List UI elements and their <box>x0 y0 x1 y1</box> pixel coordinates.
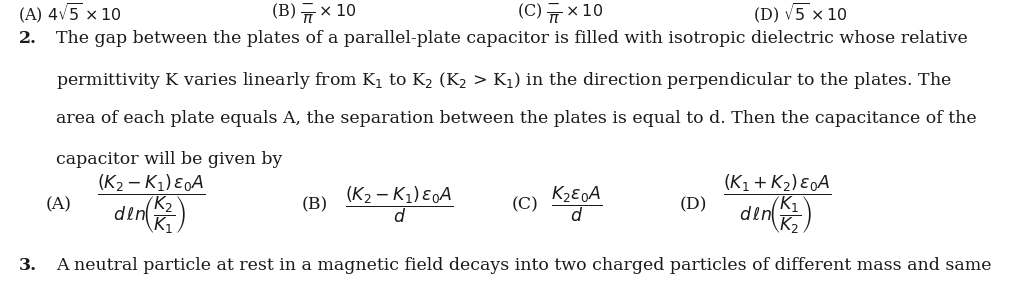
Text: (C): (C) <box>512 196 539 213</box>
Text: (A): (A) <box>46 196 72 213</box>
Text: A neutral particle at rest in a magnetic field decays into two charged particles: A neutral particle at rest in a magnetic… <box>56 257 992 274</box>
Text: (B): (B) <box>302 196 329 213</box>
Text: The gap between the plates of a parallel-plate capacitor is filled with isotropi: The gap between the plates of a parallel… <box>56 30 968 48</box>
Text: 3.: 3. <box>18 257 37 274</box>
Text: area of each plate equals A, the separation between the plates is equal to d. Th: area of each plate equals A, the separat… <box>56 110 977 128</box>
Text: $\dfrac{K_2\varepsilon_0 A}{d}$: $\dfrac{K_2\varepsilon_0 A}{d}$ <box>551 185 602 224</box>
Text: (D) $\sqrt{5} \times 10$: (D) $\sqrt{5} \times 10$ <box>753 1 848 26</box>
Text: $\dfrac{(K_1 + K_2)\,\varepsilon_0 A}{d\,\ell n\!\left(\dfrac{K_1}{K_2}\right)}$: $\dfrac{(K_1 + K_2)\,\varepsilon_0 A}{d\… <box>723 173 831 236</box>
Text: (C) $\dfrac{-}{\pi} \times 10$: (C) $\dfrac{-}{\pi} \times 10$ <box>517 1 603 26</box>
Text: permittivity K varies linearly from K$_1$ to K$_2$ (K$_2$ > K$_1$) in the direct: permittivity K varies linearly from K$_1… <box>56 70 952 91</box>
Text: capacitor will be given by: capacitor will be given by <box>56 151 283 168</box>
Text: (B) $\dfrac{-}{\pi} \times 10$: (B) $\dfrac{-}{\pi} \times 10$ <box>271 1 357 26</box>
Text: 2.: 2. <box>18 30 37 48</box>
Text: $\dfrac{(K_2 - K_1)\,\varepsilon_0 A}{d\,\ell n\!\left(\dfrac{K_2}{K_1}\right)}$: $\dfrac{(K_2 - K_1)\,\varepsilon_0 A}{d\… <box>97 173 206 236</box>
Text: $\dfrac{(K_2 - K_1)\,\varepsilon_0 A}{d}$: $\dfrac{(K_2 - K_1)\,\varepsilon_0 A}{d}… <box>345 184 454 225</box>
Text: (D): (D) <box>680 196 708 213</box>
Text: (A) $4\sqrt{5} \times 10$: (A) $4\sqrt{5} \times 10$ <box>18 1 122 26</box>
